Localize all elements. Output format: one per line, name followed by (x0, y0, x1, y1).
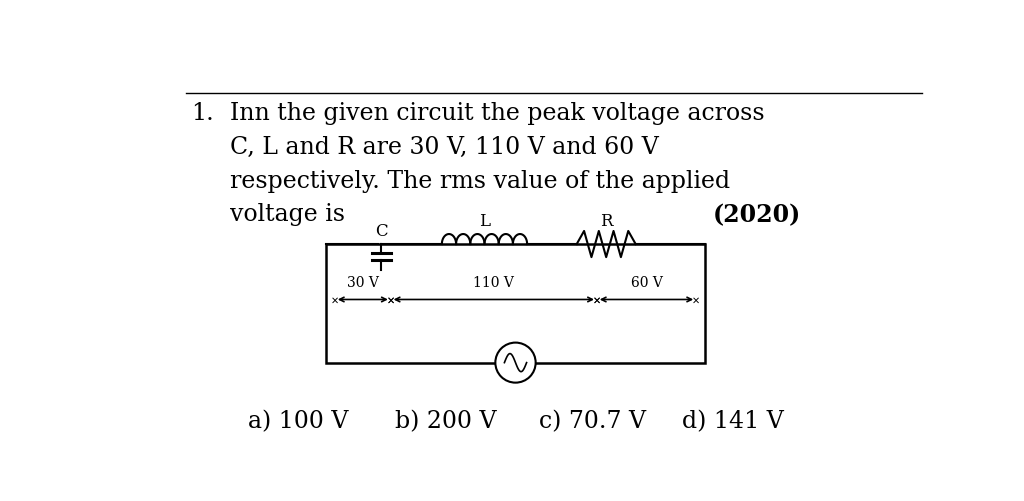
Text: a) 100 V: a) 100 V (248, 409, 348, 432)
Text: 1.: 1. (191, 102, 214, 125)
Text: b) 200 V: b) 200 V (395, 409, 497, 432)
Text: respectively. The rms value of the applied: respectively. The rms value of the appli… (230, 169, 730, 192)
Text: 110 V: 110 V (473, 276, 514, 290)
Text: ✕: ✕ (692, 295, 700, 305)
Text: (2020): (2020) (713, 203, 802, 227)
Text: C: C (375, 222, 388, 239)
Text: 60 V: 60 V (631, 276, 663, 290)
Text: Inn the given circuit the peak voltage across: Inn the given circuit the peak voltage a… (230, 102, 765, 125)
Text: R: R (600, 212, 612, 229)
Text: ✕: ✕ (331, 295, 339, 305)
Text: voltage is: voltage is (230, 203, 345, 226)
Text: ✕: ✕ (593, 295, 601, 305)
Text: C, L and R are 30 V, 110 V and 60 V: C, L and R are 30 V, 110 V and 60 V (230, 135, 659, 158)
Text: 30 V: 30 V (347, 276, 379, 290)
Circle shape (496, 343, 536, 383)
Text: ✕: ✕ (593, 295, 601, 305)
Text: ✕: ✕ (387, 295, 395, 305)
Text: c) 70.7 V: c) 70.7 V (539, 409, 646, 432)
Text: d) 141 V: d) 141 V (682, 409, 784, 432)
Text: ✕: ✕ (387, 295, 395, 305)
Text: L: L (479, 212, 490, 229)
